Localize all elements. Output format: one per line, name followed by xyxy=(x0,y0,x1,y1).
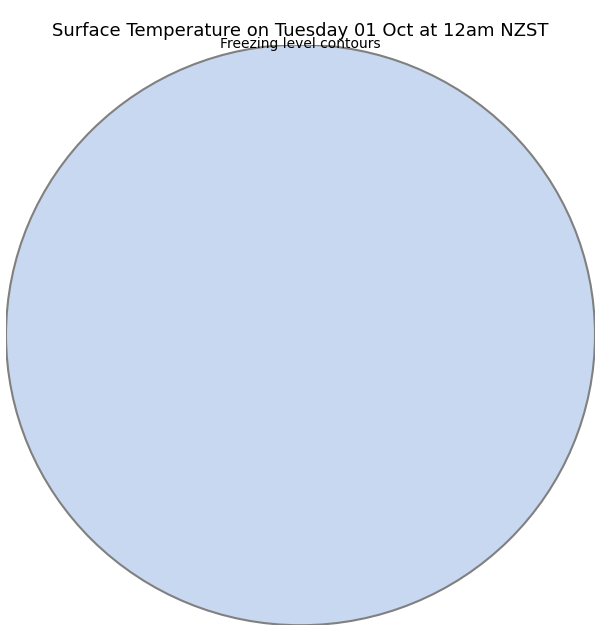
Circle shape xyxy=(6,45,595,625)
Text: Surface Temperature on Tuesday 01 Oct at 12am NZST: Surface Temperature on Tuesday 01 Oct at… xyxy=(52,22,549,40)
Text: Freezing level contours: Freezing level contours xyxy=(220,37,381,51)
